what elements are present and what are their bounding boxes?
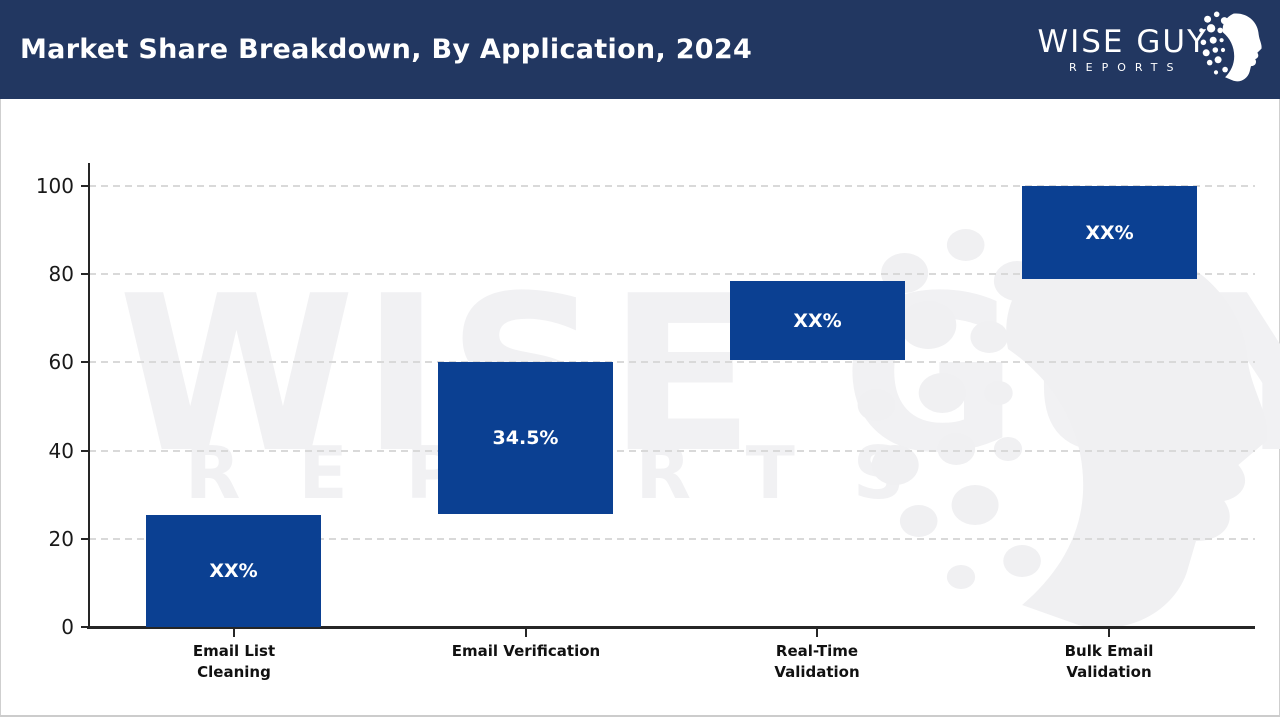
bar-4: XX%: [1022, 186, 1197, 279]
y-axis-tick-80: [81, 273, 88, 276]
y-tick-label-80: 80: [48, 262, 74, 287]
y-axis-tick-20: [81, 537, 88, 540]
bar-value-label-4: XX%: [1085, 221, 1134, 244]
bar-value-label-3: XX%: [793, 309, 842, 332]
header: Market Share Breakdown, By Application, …: [0, 0, 1280, 99]
x-axis-tick-2: [525, 629, 527, 637]
gridline-100: [89, 185, 1255, 187]
brand-sub-text: REPORTS: [1069, 60, 1183, 74]
x-category-label-3: Real-Time Validation: [774, 642, 860, 681]
gridline-80: [89, 273, 1255, 276]
x-axis-tick-1: [233, 629, 235, 637]
x-axis-tick-3: [816, 629, 818, 637]
y-tick-label-20: 20: [48, 526, 74, 551]
y-tick-label-100: 100: [35, 174, 74, 198]
gridline-60: [89, 361, 1255, 364]
y-tick-label-40: 40: [48, 438, 74, 463]
bar-2: 34.5%: [438, 362, 613, 514]
bar-value-label-1: XX%: [209, 560, 258, 582]
frame-bottom-border: [0, 715, 1280, 717]
y-axis-tick-60: [81, 361, 88, 364]
brand-logo: WISE GUY REPORTS: [1037, 8, 1266, 92]
brand-name-text: WISE GUY: [1037, 23, 1208, 60]
bar-value-label-2: 34.5%: [492, 427, 559, 449]
x-category-label-2: Email Verification: [451, 642, 601, 660]
gridline-20: [89, 537, 1255, 540]
y-axis-tick-0: [81, 626, 88, 628]
x-axis: [87, 626, 1255, 629]
y-axis-tick-40: [81, 449, 88, 452]
y-axis-tick-100: [81, 185, 88, 187]
x-category-label-4: Bulk Email Validation: [1064, 642, 1154, 681]
y-axis: [88, 163, 90, 629]
page-title: Market Share Breakdown, By Application, …: [20, 34, 753, 65]
bar-3: XX%: [730, 281, 905, 360]
x-axis-tick-4: [1108, 629, 1110, 637]
bar-1: XX%: [146, 515, 321, 627]
frame-left-border: [0, 99, 1, 717]
gridline-40: [89, 449, 1255, 452]
y-tick-label-60: 60: [48, 350, 74, 375]
y-tick-label-0: 0: [61, 615, 74, 639]
brand-wordmark: WISE GUY REPORTS: [1037, 23, 1208, 74]
wiseguy-head-icon: [1199, 11, 1262, 81]
x-category-label-1: Email List Cleaning: [192, 642, 276, 681]
